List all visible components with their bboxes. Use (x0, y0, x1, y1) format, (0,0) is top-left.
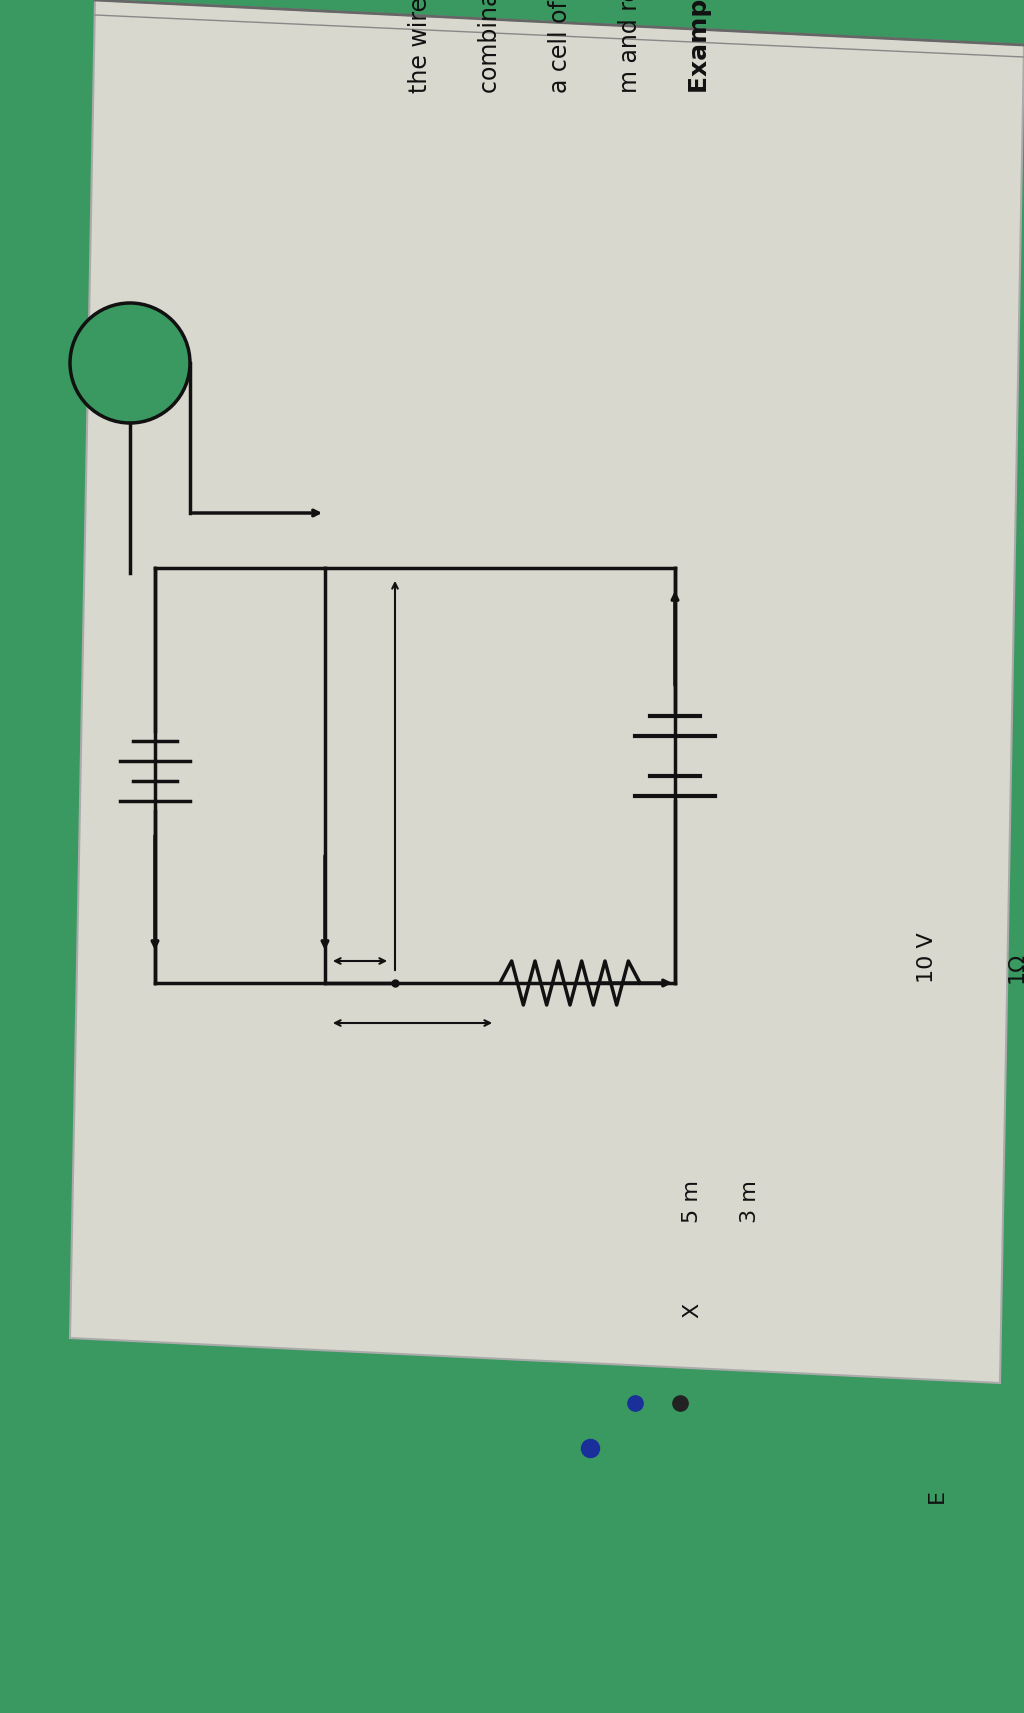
Text: m and resistance 5 Ω are joined in series and connected to: m and resistance 5 Ω are joined in serie… (618, 0, 642, 93)
Text: 1Ω: 1Ω (1007, 952, 1024, 983)
Text: a cell of emf 10 V and internal resistance 1 Ω. A parallel: a cell of emf 10 V and internal resistan… (548, 0, 572, 93)
Text: 3 m: 3 m (740, 1180, 760, 1223)
Polygon shape (70, 0, 1024, 1382)
Text: the wire. The emf E of each cell is: the wire. The emf E of each cell is (408, 0, 432, 93)
Text: Example 32: A resistance of 4Ω and a wire of length s: Example 32: A resistance of 4Ω and a wir… (688, 0, 712, 93)
Circle shape (70, 303, 190, 423)
Text: 10 V: 10 V (918, 932, 937, 983)
Text: combination of two identical cell is balanced across 3 m of: combination of two identical cell is bal… (478, 0, 502, 93)
Text: X: X (682, 1304, 702, 1317)
Text: 5 m: 5 m (682, 1180, 702, 1223)
Text: E: E (927, 1489, 947, 1502)
